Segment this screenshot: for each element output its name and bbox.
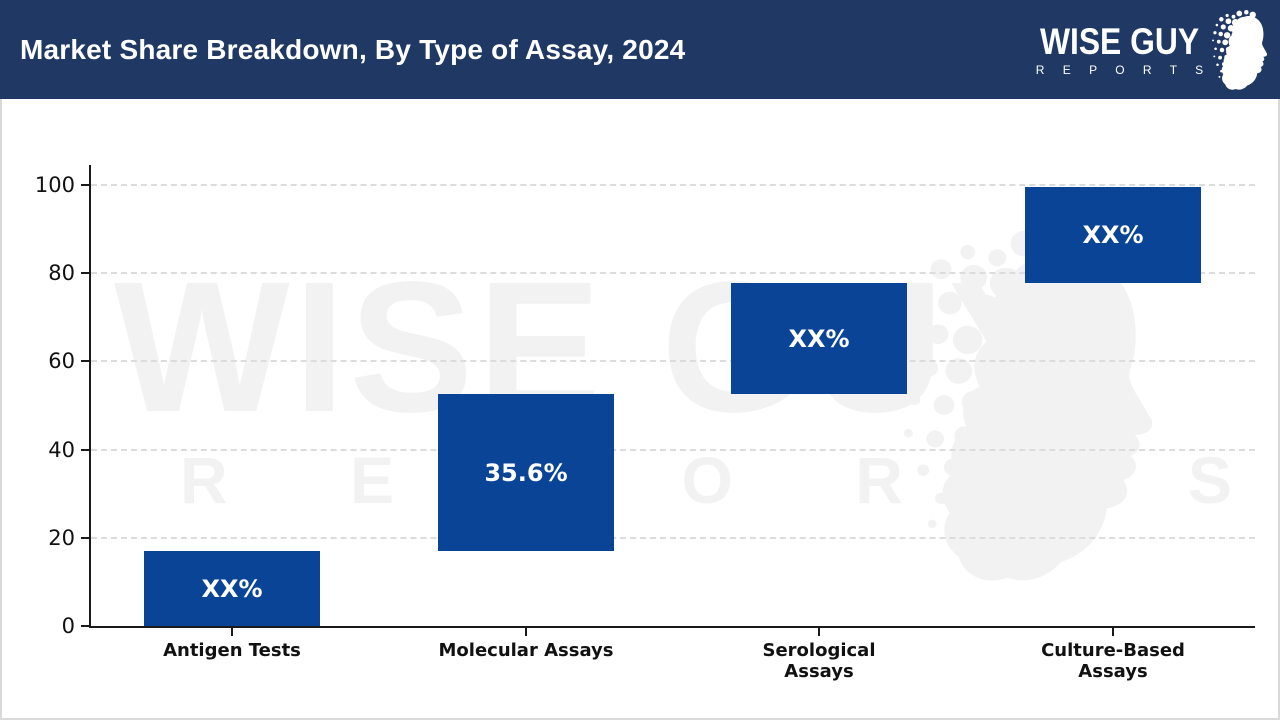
y-gridline: [91, 360, 1255, 363]
bar-serological-assays: XX%: [731, 283, 907, 395]
y-gridline: [91, 272, 1255, 275]
x-tickmark: [525, 628, 527, 636]
bar-value-label: XX%: [788, 324, 850, 353]
y-axis-spine: [89, 165, 91, 628]
x-tick-label: Culture-Based Assays: [1041, 640, 1185, 682]
logo-wordmark: WISE GUY: [1039, 20, 1200, 62]
y-tick-label: 80: [48, 261, 75, 286]
y-tickmark: [81, 625, 89, 627]
y-tickmark: [81, 536, 89, 539]
bar-culture-based-assays: XX%: [1025, 187, 1201, 284]
logo-head-icon: [1212, 9, 1268, 90]
y-tick-label: 20: [48, 525, 75, 550]
y-tickmark: [81, 448, 89, 451]
logo-text: WISE GUY R E P O R T S: [1027, 23, 1212, 77]
y-tick-label: 60: [48, 349, 75, 374]
bar-molecular-assays: 35.6%: [438, 394, 614, 552]
x-tick-label: Antigen Tests: [163, 640, 301, 661]
bar-value-label: XX%: [1082, 221, 1144, 250]
y-tickmark: [81, 272, 89, 275]
y-tick-label: 100: [34, 173, 75, 197]
logo-subtext: R E P O R T S: [1035, 62, 1211, 77]
y-gridline: [91, 536, 1255, 539]
x-tickmark: [231, 628, 233, 636]
chart-area: WISE GUY R E P O R T S XX% 35.6% XX% XX% 0 20…: [0, 99, 1280, 720]
y-gridline: [91, 184, 1255, 186]
bar-value-label: XX%: [201, 574, 263, 603]
bar-value-label: 35.6%: [484, 458, 568, 487]
y-tick-label: 0: [61, 614, 75, 638]
y-gridline: [91, 448, 1255, 451]
wiseguy-logo: WISE GUY R E P O R T S: [1027, 8, 1270, 92]
bar-antigen-tests: XX%: [144, 551, 320, 626]
x-axis-spine: [89, 626, 1255, 628]
x-tickmark: [1112, 628, 1114, 636]
chart-title: Market Share Breakdown, By Type of Assay…: [20, 33, 686, 65]
x-tick-label: Serological Assays: [762, 640, 876, 682]
x-tickmark: [818, 628, 820, 636]
y-tick-label: 40: [48, 437, 75, 462]
y-tickmark: [81, 184, 89, 186]
y-tickmark: [81, 360, 89, 363]
header-bar: Market Share Breakdown, By Type of Assay…: [0, 0, 1280, 99]
x-tick-label: Molecular Assays: [438, 640, 614, 661]
